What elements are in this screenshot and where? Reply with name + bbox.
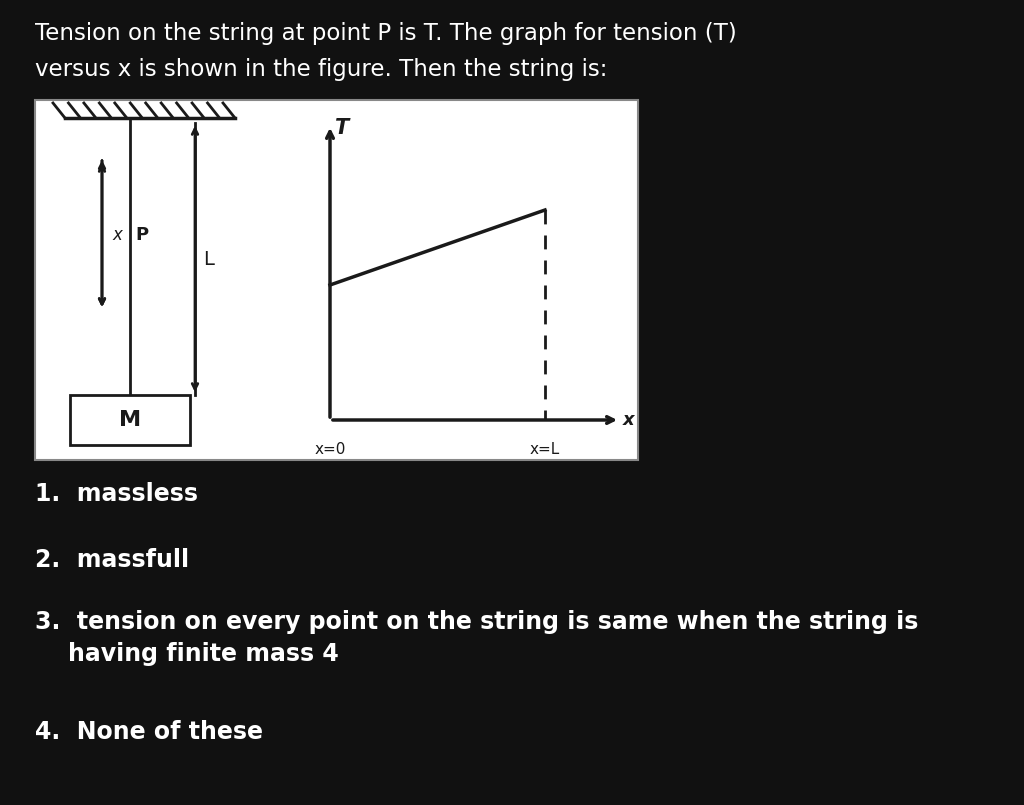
Text: x=L: x=L: [529, 442, 560, 457]
Text: 1.  massless: 1. massless: [35, 482, 198, 506]
Text: 2.  massfull: 2. massfull: [35, 548, 189, 572]
Text: M: M: [119, 410, 141, 430]
Bar: [70, 395, 190, 445]
Text: x: x: [623, 411, 635, 429]
Bar: [35, 100, 638, 460]
Text: x: x: [112, 226, 122, 244]
Text: 3.  tension on every point on the string is same when the string is
    having f: 3. tension on every point on the string …: [35, 610, 919, 666]
Text: P: P: [135, 226, 148, 244]
Text: versus x is shown in the figure. Then the string is:: versus x is shown in the figure. Then th…: [35, 58, 607, 81]
Text: x=0: x=0: [314, 442, 346, 457]
Text: 4.  None of these: 4. None of these: [35, 720, 263, 744]
Text: Tension on the string at point P is T. The graph for tension (T): Tension on the string at point P is T. T…: [35, 22, 736, 45]
Text: T: T: [335, 118, 349, 138]
Text: L: L: [203, 250, 214, 269]
